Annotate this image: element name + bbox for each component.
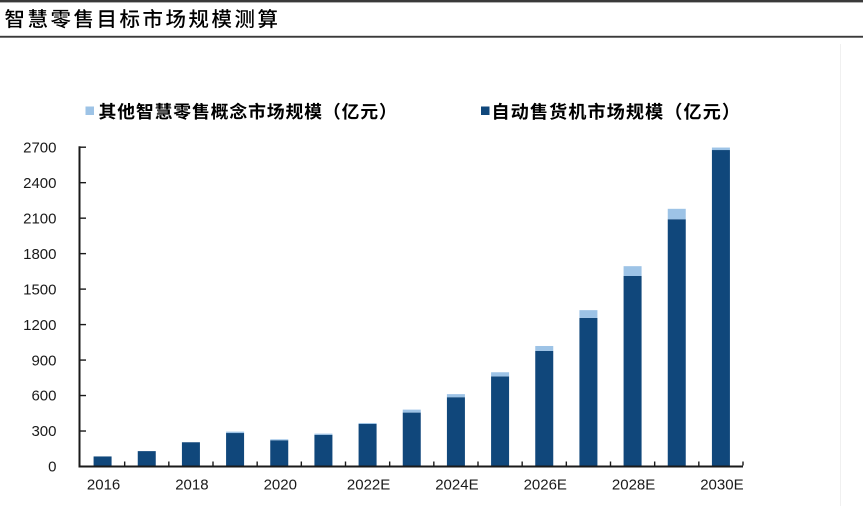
svg-text:2100: 2100 xyxy=(23,210,56,227)
svg-text:2026E: 2026E xyxy=(524,477,567,494)
svg-text:2700: 2700 xyxy=(23,139,56,156)
svg-text:2022E: 2022E xyxy=(347,477,390,494)
svg-text:600: 600 xyxy=(31,388,56,405)
svg-text:2018: 2018 xyxy=(175,477,208,494)
svg-text:0: 0 xyxy=(48,459,56,476)
svg-text:2016: 2016 xyxy=(87,477,120,494)
svg-text:300: 300 xyxy=(31,423,56,440)
svg-text:1800: 1800 xyxy=(23,246,56,263)
svg-text:2020: 2020 xyxy=(264,477,297,494)
svg-text:2024E: 2024E xyxy=(435,477,478,494)
svg-text:2030E: 2030E xyxy=(700,477,743,494)
svg-text:1200: 1200 xyxy=(23,317,56,334)
svg-text:1500: 1500 xyxy=(23,281,56,298)
svg-text:2400: 2400 xyxy=(23,175,56,192)
svg-text:900: 900 xyxy=(31,352,56,369)
svg-text:2028E: 2028E xyxy=(612,477,655,494)
